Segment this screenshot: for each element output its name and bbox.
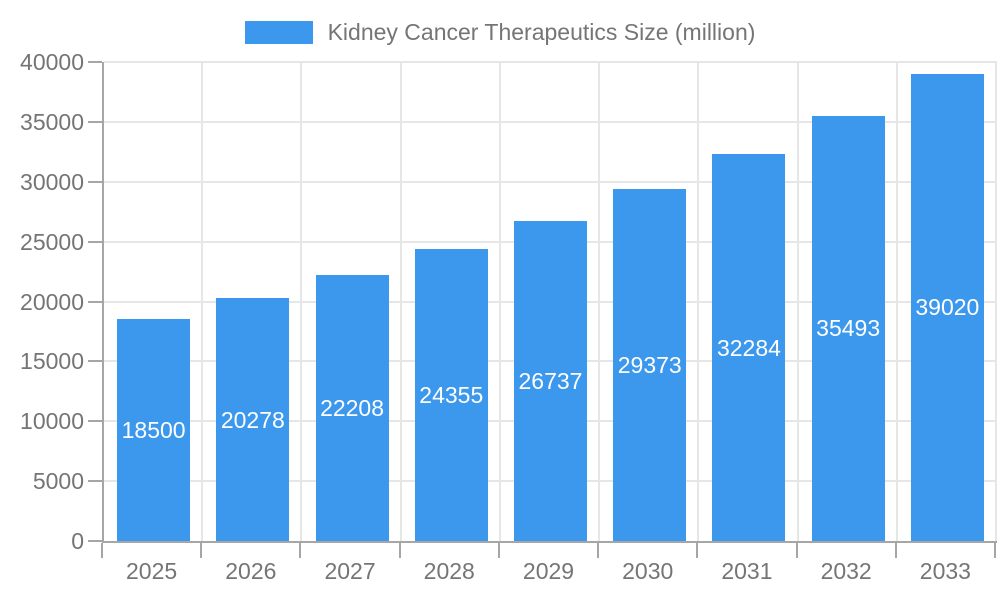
y-axis-label: 20000 (20, 288, 84, 315)
y-axis-tick (88, 61, 102, 63)
bar-2027[interactable] (315, 275, 389, 541)
x-axis-tick (200, 543, 203, 558)
bar-2033[interactable] (910, 73, 984, 541)
x-gridline (796, 62, 799, 541)
y-axis-label: 15000 (20, 348, 84, 375)
y-gridline (104, 120, 997, 123)
x-axis-tick (398, 543, 401, 558)
x-axis-label: 2031 (721, 558, 773, 584)
y-axis-tick (88, 420, 102, 423)
y-axis-tick (88, 480, 102, 483)
y-axis-tick (88, 180, 102, 183)
bar-2030[interactable] (613, 189, 687, 541)
bar-2032[interactable] (811, 115, 885, 541)
y-axis-tick (88, 540, 102, 542)
x-axis-label: 2026 (225, 558, 277, 584)
bar-2026[interactable] (216, 298, 290, 541)
y-axis-tick (88, 360, 102, 363)
y-axis-label: 35000 (20, 108, 84, 135)
x-axis-label: 2030 (622, 558, 674, 584)
x-axis-label: 2029 (522, 558, 575, 584)
y-axis-label: 25000 (20, 228, 84, 255)
x-axis-label: 2028 (423, 558, 475, 584)
x-axis-label: 2027 (324, 558, 376, 584)
x-axis-tick (696, 543, 699, 558)
x-gridline (895, 62, 898, 541)
y-axis-tick (88, 120, 102, 123)
x-axis-tick (497, 543, 500, 558)
legend-swatch (244, 20, 313, 44)
bar-2031[interactable] (712, 154, 786, 541)
bar-2028[interactable] (414, 249, 488, 541)
legend-item[interactable]: Kidney Cancer Therapeutics Size (million… (0, 16, 1000, 48)
y-axis-label: 10000 (20, 408, 84, 435)
x-axis-tick (597, 543, 600, 558)
x-gridline (995, 62, 997, 541)
legend-label: Kidney Cancer Therapeutics Size (million… (327, 18, 756, 45)
x-axis-tick (795, 543, 798, 558)
x-axis-tick (299, 543, 302, 558)
x-gridline (201, 62, 204, 541)
y-axis-label: 40000 (20, 49, 84, 75)
x-gridline (498, 62, 501, 541)
bar-2029[interactable] (514, 220, 587, 541)
y-axis-tick (88, 300, 102, 303)
x-gridline (697, 62, 700, 541)
x-gridline (399, 62, 402, 541)
y-gridline (104, 180, 997, 183)
x-axis-tick (894, 543, 897, 558)
y-gridline (104, 61, 997, 63)
x-gridline (598, 62, 601, 541)
y-axis-tick (88, 240, 102, 243)
y-axis-label: 0 (71, 528, 84, 554)
x-gridline (300, 62, 303, 541)
x-axis-tick (101, 543, 103, 558)
x-axis-label: 2032 (820, 558, 872, 584)
y-axis-label: 5000 (32, 468, 84, 495)
y-axis-label: 30000 (20, 168, 84, 195)
x-axis-label: 2025 (126, 558, 178, 584)
x-axis-label: 2033 (919, 558, 971, 584)
x-axis-tick (994, 543, 996, 558)
bar-2025[interactable] (117, 319, 191, 541)
plot-area: 18500 20278 22208 24355 26737 29373 32284 35493… (102, 61, 997, 543)
